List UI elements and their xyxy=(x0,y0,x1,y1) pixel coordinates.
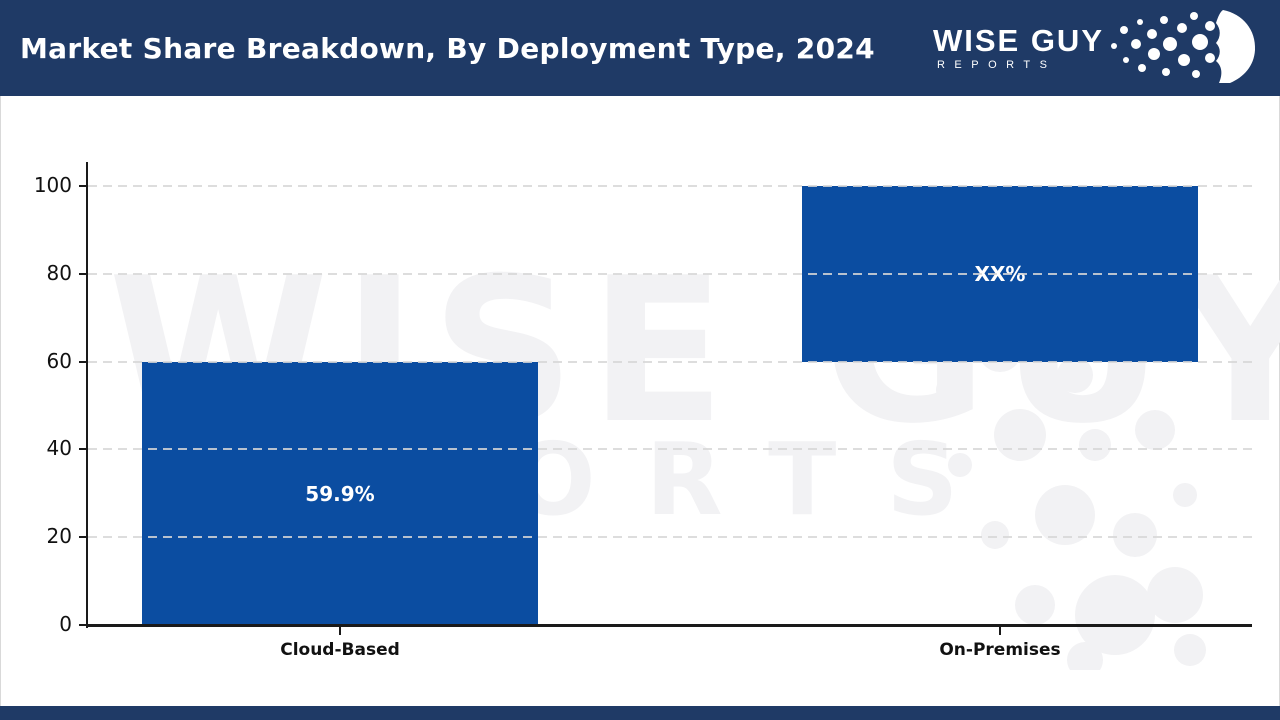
y-axis-tick-label: 20 xyxy=(46,524,72,549)
y-axis-tick xyxy=(79,360,88,363)
x-axis-tick xyxy=(999,627,1001,635)
gridline xyxy=(88,360,1252,363)
y-axis-tick xyxy=(79,624,88,626)
brand-logo: WISE GUY REPORTS xyxy=(933,8,1258,88)
x-axis-category-label: On-Premises xyxy=(939,640,1061,660)
x-axis-category-label: Cloud-Based xyxy=(280,640,400,660)
y-axis-tick-label: 0 xyxy=(59,612,72,636)
header-bar: Market Share Breakdown, By Deployment Ty… xyxy=(0,0,1280,96)
bar-cloud-based: 59.9% xyxy=(142,362,538,625)
brand-face-icon xyxy=(1111,10,1256,83)
page-title: Market Share Breakdown, By Deployment Ty… xyxy=(20,31,875,65)
y-axis-tick xyxy=(79,448,88,451)
y-axis-line xyxy=(86,162,88,628)
brand-tagline: REPORTS xyxy=(936,59,1057,71)
y-axis-tick xyxy=(79,536,88,539)
bar-value-label: 59.9% xyxy=(305,481,375,506)
y-axis-tick-label: 40 xyxy=(46,436,72,461)
y-axis-tick xyxy=(79,272,88,275)
gridline xyxy=(88,448,1252,451)
y-axis-tick xyxy=(79,185,88,187)
footer-bar xyxy=(0,706,1280,720)
gridline xyxy=(88,536,1252,539)
gridline xyxy=(88,185,1252,187)
brand-name: WISE GUY xyxy=(932,23,1104,58)
y-axis-tick-label: 60 xyxy=(46,348,72,373)
gridline xyxy=(88,272,1252,275)
x-axis-tick xyxy=(339,627,341,635)
x-axis-line xyxy=(86,624,1252,627)
y-axis-tick-label: 100 xyxy=(33,173,72,197)
y-axis-tick-label: 80 xyxy=(46,260,72,285)
